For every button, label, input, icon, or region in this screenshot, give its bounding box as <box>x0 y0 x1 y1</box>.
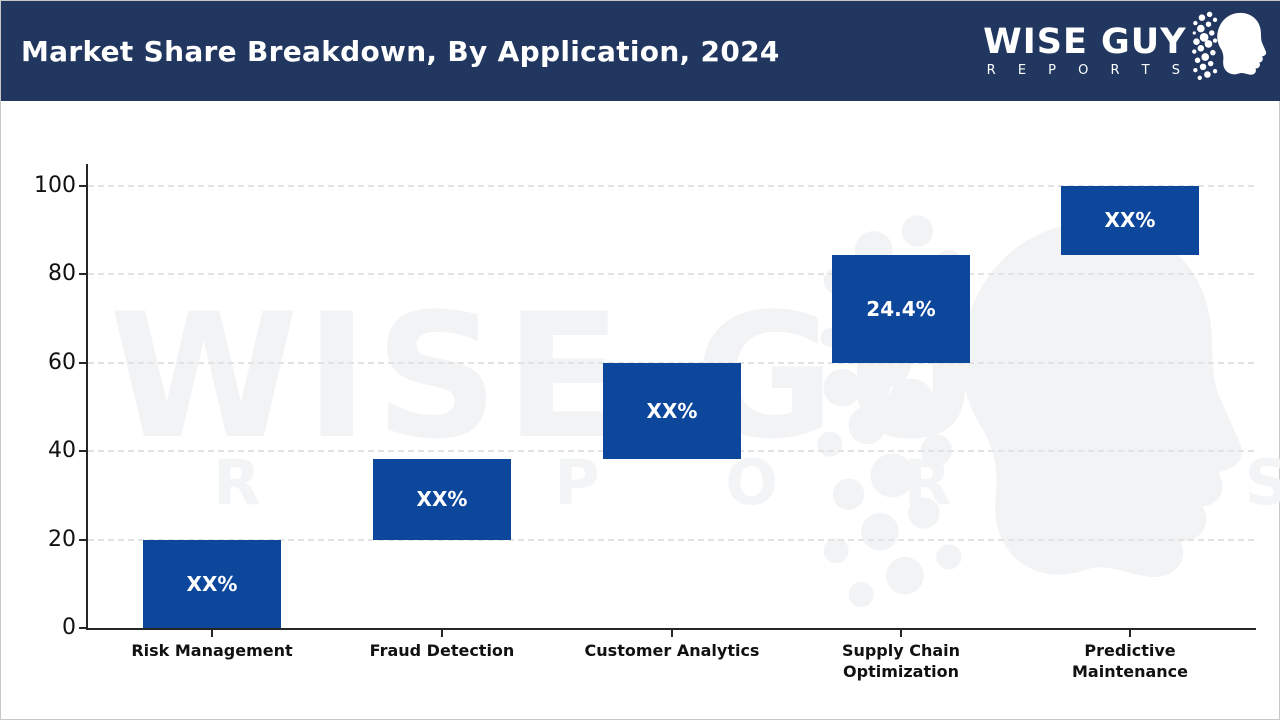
y-axis-tick <box>79 538 88 541</box>
bar-value-label-risk-management: XX% <box>186 571 238 596</box>
x-axis-tick <box>211 630 213 637</box>
gridline-y80 <box>88 273 1254 276</box>
x-axis-tick <box>671 630 673 637</box>
gridline-y20 <box>88 538 1254 541</box>
brand-face-icon <box>1192 11 1267 80</box>
y-axis-tick <box>79 185 88 187</box>
header-bar: Market Share Breakdown, By Application, … <box>1 1 1280 101</box>
brand-logo: WISE GUY R E P O R T S <box>981 7 1273 95</box>
bar-risk-management <box>143 539 281 628</box>
brand-wordmark: WISE GUY <box>983 22 1187 63</box>
y-axis-tick <box>79 450 88 453</box>
x-axis-category-label-risk-management: Risk Management <box>131 641 293 660</box>
bar-value-label-fraud-detection: XX% <box>416 487 468 512</box>
brand-logo-text: WISE GUY R E P O R T S <box>981 24 1189 78</box>
bar-predictive-maintenance <box>1061 186 1199 255</box>
y-axis-tick-label: 80 <box>48 261 76 287</box>
y-axis-spine <box>86 164 88 630</box>
x-axis-tick <box>441 630 443 637</box>
y-axis-tick <box>79 273 88 276</box>
x-axis-tick <box>1129 630 1131 637</box>
bar-supply-chain-optimization <box>832 254 970 363</box>
bar-fraud-detection <box>373 459 511 540</box>
x-axis-tick <box>900 630 902 637</box>
y-axis-tick-label: 40 <box>48 438 76 464</box>
page-title: Market Share Breakdown, By Application, … <box>21 34 780 68</box>
bar-customer-analytics <box>603 362 741 460</box>
brand-tagline: R E P O R T S <box>986 62 1189 78</box>
y-axis-tick <box>79 627 88 629</box>
y-axis-tick-label: 20 <box>48 526 76 552</box>
x-axis-category-label-fraud-detection: Fraud Detection <box>369 641 515 660</box>
y-axis-tick-label: 0 <box>62 615 76 640</box>
bar-value-label-supply-chain-optimization: 24.4% <box>866 296 936 321</box>
gridline-y100 <box>88 185 1254 187</box>
bar-value-label-predictive-maintenance: XX% <box>1104 208 1156 233</box>
x-axis-category-label-supply-chain-optimization: Supply Chain Optimization <box>841 641 961 681</box>
bar-value-label-customer-analytics: XX% <box>646 398 698 423</box>
y-axis-tick-label: 60 <box>48 349 76 375</box>
y-axis-tick-label: 100 <box>34 173 76 198</box>
x-axis-spine <box>86 628 1256 630</box>
x-axis-category-label-predictive-maintenance: Predictive Maintenance <box>1071 641 1188 681</box>
x-axis-category-label-customer-analytics: Customer Analytics <box>584 641 760 660</box>
y-axis-tick <box>79 361 88 364</box>
